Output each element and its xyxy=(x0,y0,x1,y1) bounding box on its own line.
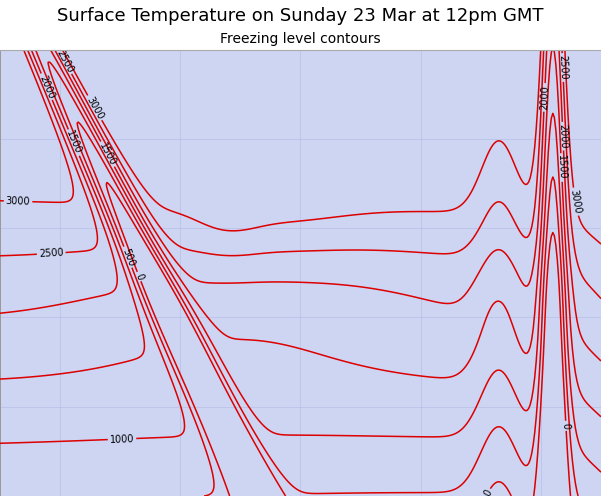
Text: 2000: 2000 xyxy=(37,73,56,100)
Text: 2000: 2000 xyxy=(557,124,569,149)
Text: 3000: 3000 xyxy=(5,196,31,207)
Text: 2500: 2500 xyxy=(38,248,64,259)
Text: 1000: 1000 xyxy=(109,434,135,444)
Text: 0: 0 xyxy=(133,272,145,281)
Text: 0: 0 xyxy=(561,423,571,429)
Text: Freezing level contours: Freezing level contours xyxy=(220,32,381,46)
Text: 3000: 3000 xyxy=(569,189,582,215)
Text: Surface Temperature on Sunday 23 Mar at 12pm GMT: Surface Temperature on Sunday 23 Mar at … xyxy=(57,7,544,25)
Text: 2500: 2500 xyxy=(55,48,75,74)
Text: 0: 0 xyxy=(482,488,493,496)
Text: 1500: 1500 xyxy=(97,141,118,167)
Text: 3000: 3000 xyxy=(84,95,105,121)
Text: 500: 500 xyxy=(120,247,136,267)
Text: 2500: 2500 xyxy=(557,55,569,80)
Text: 2000: 2000 xyxy=(539,85,550,110)
Text: 1500: 1500 xyxy=(556,155,567,180)
Text: 1500: 1500 xyxy=(64,129,83,156)
